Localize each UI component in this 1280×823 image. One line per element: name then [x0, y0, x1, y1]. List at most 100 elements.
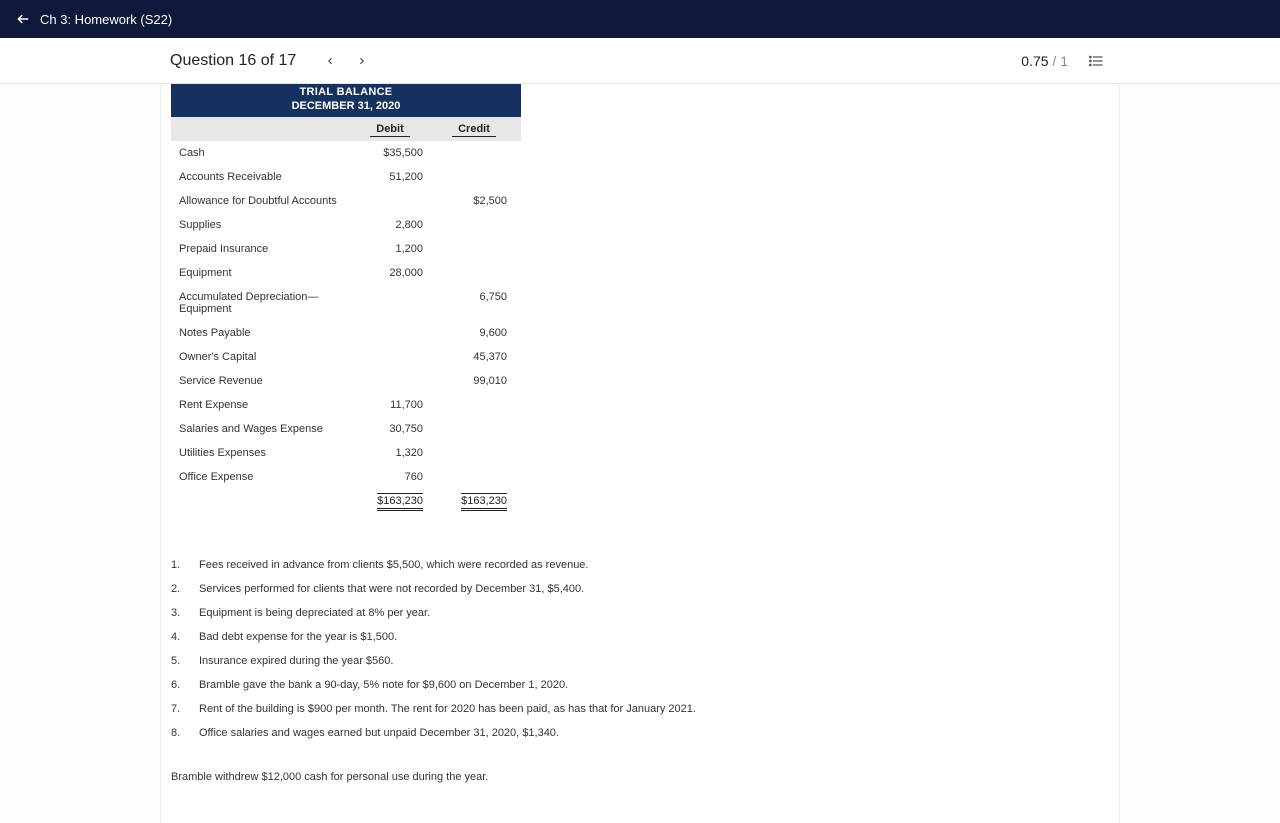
note-text: Bramble gave the bank a 90-day, 5% note …	[199, 679, 568, 691]
note-number: 8.	[171, 727, 199, 739]
note-item: 5.Insurance expired during the year $560…	[171, 655, 1109, 667]
note-item: 3.Equipment is being depreciated at 8% p…	[171, 607, 1109, 619]
account-name: Prepaid Insurance	[179, 243, 345, 255]
account-name: Allowance for Doubtful Accounts	[179, 195, 345, 207]
prev-question-button[interactable]	[314, 45, 346, 77]
credit-value	[435, 219, 513, 231]
credit-value	[435, 399, 513, 411]
debit-value	[351, 195, 429, 207]
score-earned: 0.75	[1021, 53, 1048, 69]
trial-balance-row: Owner's Capital 45,370	[171, 345, 521, 369]
debit-value	[351, 375, 429, 387]
account-name: Utilities Expenses	[179, 447, 345, 459]
note-item: 6.Bramble gave the bank a 90-day, 5% not…	[171, 679, 1109, 691]
note-text: Bad debt expense for the year is $1,500.	[199, 631, 397, 643]
trial-balance-date: DECEMBER 31, 2020	[171, 99, 521, 117]
trial-balance-row: Accumulated Depreciation—Equipment6,750	[171, 285, 521, 321]
note-item: 8.Office salaries and wages earned but u…	[171, 727, 1109, 739]
score-max: 1	[1060, 53, 1068, 69]
note-item: 4.Bad debt expense for the year is $1,50…	[171, 631, 1109, 643]
credit-value	[435, 267, 513, 279]
note-number: 1.	[171, 559, 199, 571]
debit-value	[351, 327, 429, 339]
question-list-button[interactable]	[1082, 47, 1110, 75]
trial-balance-row: Cash $35,500	[171, 141, 521, 165]
debit-value: 1,200	[351, 243, 429, 255]
note-text: Office salaries and wages earned but unp…	[199, 727, 559, 739]
debit-value: 51,200	[351, 171, 429, 183]
debit-value: $35,500	[351, 147, 429, 159]
question-bar: Question 16 of 17 0.75 / 1	[0, 38, 1280, 84]
credit-value: 9,600	[435, 327, 513, 339]
credit-header: Credit	[452, 123, 496, 137]
adjustment-notes: 1.Fees received in advance from clients …	[171, 559, 1109, 739]
account-name: Owner's Capital	[179, 351, 345, 363]
chevron-right-icon	[357, 54, 367, 68]
note-text: Services performed for clients that were…	[199, 583, 584, 595]
debit-value: 2,800	[351, 219, 429, 231]
debit-value	[351, 351, 429, 363]
trial-balance-row: Office Expense 760	[171, 465, 521, 489]
list-icon	[1088, 53, 1104, 69]
credit-value	[435, 447, 513, 459]
score-display: 0.75 / 1	[1021, 53, 1068, 69]
trial-balance-row: Supplies2,800	[171, 213, 521, 237]
note-text: Equipment is being depreciated at 8% per…	[199, 607, 430, 619]
trial-balance-row: Notes Payable 9,600	[171, 321, 521, 345]
credit-value: 45,370	[435, 351, 513, 363]
account-name: Equipment	[179, 267, 345, 279]
debit-value: 30,750	[351, 423, 429, 435]
trial-balance-title: TRIAL BALANCE	[171, 84, 521, 99]
note-number: 5.	[171, 655, 199, 667]
account-name: Cash	[179, 147, 345, 159]
trial-balance-total-row: $163,230 $163,230	[171, 489, 521, 517]
note-number: 6.	[171, 679, 199, 691]
credit-value: 6,750	[435, 291, 513, 315]
account-name: Salaries and Wages Expense	[179, 423, 345, 435]
topbar: Ch 3: Homework (S22)	[0, 0, 1280, 38]
trial-balance-row: Service Revenue 99,010	[171, 369, 521, 393]
arrow-left-icon	[16, 12, 30, 26]
note-number: 4.	[171, 631, 199, 643]
next-question-button[interactable]	[346, 45, 378, 77]
note-text: Rent of the building is $900 per month. …	[199, 703, 696, 715]
question-nav	[314, 45, 378, 77]
trial-balance-row: Rent Expense 11,700	[171, 393, 521, 417]
total-debit: $163,230	[377, 493, 423, 511]
note-number: 3.	[171, 607, 199, 619]
note-item: 1.Fees received in advance from clients …	[171, 559, 1109, 571]
score-sep: /	[1049, 53, 1061, 69]
credit-value	[435, 147, 513, 159]
question-title: Question 16 of 17	[170, 52, 296, 70]
note-text: Fees received in advance from clients $5…	[199, 559, 589, 571]
debit-value: 11,700	[351, 399, 429, 411]
chevron-left-icon	[325, 54, 335, 68]
question-content: TRIAL BALANCE DECEMBER 31, 2020 Debit Cr…	[160, 84, 1120, 823]
account-name: Accounts Receivable	[179, 171, 345, 183]
debit-header: Debit	[370, 123, 410, 137]
footnote: Bramble withdrew $12,000 cash for person…	[171, 771, 1109, 783]
trial-balance-table: TRIAL BALANCE DECEMBER 31, 2020 Debit Cr…	[171, 84, 521, 517]
trial-balance-row: Salaries and Wages Expense 30,750	[171, 417, 521, 441]
trial-balance-row: Allowance for Doubtful Accounts$2,500	[171, 189, 521, 213]
trial-balance-row: Equipment 28,000	[171, 261, 521, 285]
trial-balance-row: Accounts Receivable 51,200	[171, 165, 521, 189]
debit-value: 760	[351, 471, 429, 483]
account-name: Rent Expense	[179, 399, 345, 411]
note-item: 2.Services performed for clients that we…	[171, 583, 1109, 595]
note-number: 2.	[171, 583, 199, 595]
back-button[interactable]: Ch 3: Homework (S22)	[16, 12, 172, 27]
debit-value: 28,000	[351, 267, 429, 279]
trial-balance-row: Utilities Expenses 1,320	[171, 441, 521, 465]
debit-value: 1,320	[351, 447, 429, 459]
credit-value	[435, 471, 513, 483]
credit-value	[435, 171, 513, 183]
credit-value	[435, 423, 513, 435]
total-credit: $163,230	[461, 493, 507, 511]
account-name: Office Expense	[179, 471, 345, 483]
note-text: Insurance expired during the year $560.	[199, 655, 393, 667]
note-item: 7.Rent of the building is $900 per month…	[171, 703, 1109, 715]
credit-value: 99,010	[435, 375, 513, 387]
account-name: Service Revenue	[179, 375, 345, 387]
account-name: Notes Payable	[179, 327, 345, 339]
